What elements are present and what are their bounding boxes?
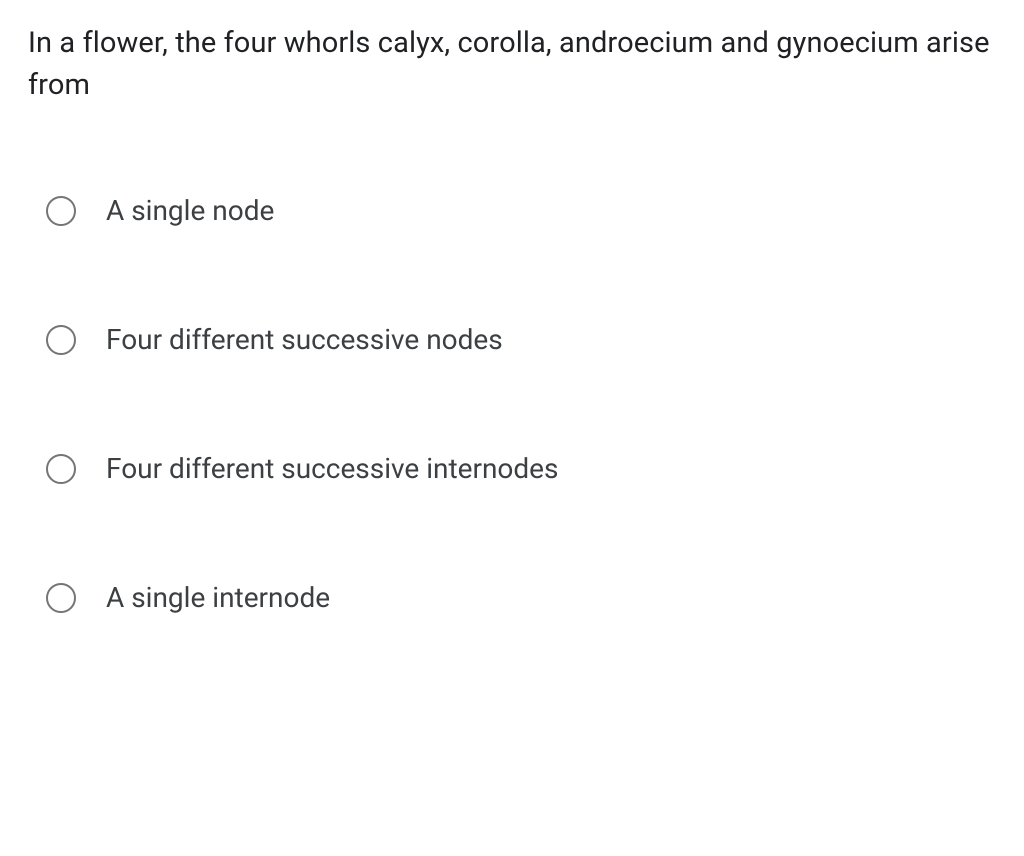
option-label: A single node: [106, 194, 274, 227]
question-text: In a flower, the four whorls calyx, coro…: [28, 22, 996, 106]
question-container: In a flower, the four whorls calyx, coro…: [0, 0, 1024, 636]
radio-icon: [46, 454, 76, 484]
option-0[interactable]: A single node: [28, 194, 996, 227]
option-label: Four different successive nodes: [106, 323, 503, 356]
radio-icon: [46, 196, 76, 226]
option-3[interactable]: A single internode: [28, 581, 996, 614]
option-label: Four different successive internodes: [106, 452, 558, 485]
options-group: A single node Four different successive …: [28, 194, 996, 614]
radio-icon: [46, 325, 76, 355]
option-1[interactable]: Four different successive nodes: [28, 323, 996, 356]
radio-icon: [46, 583, 76, 613]
option-label: A single internode: [106, 581, 330, 614]
option-2[interactable]: Four different successive internodes: [28, 452, 996, 485]
